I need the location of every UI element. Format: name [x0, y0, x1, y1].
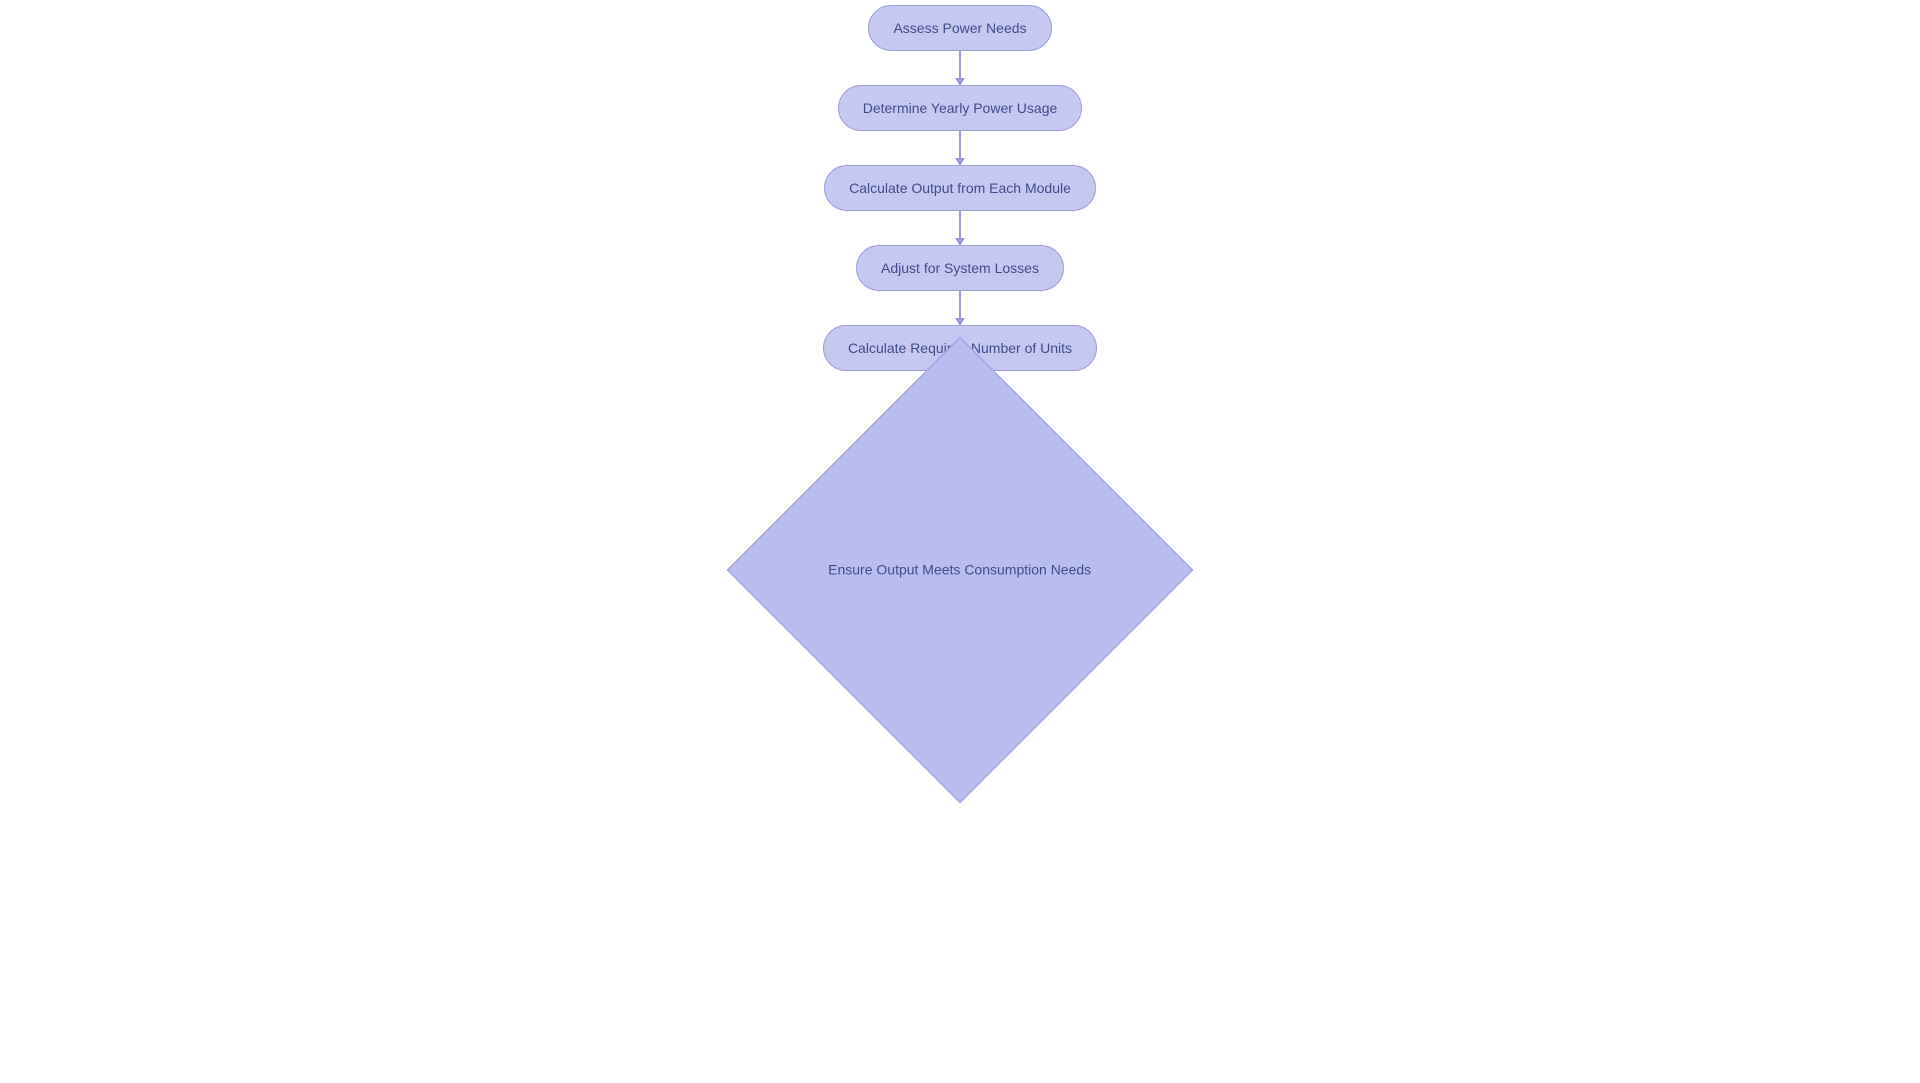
arrowhead-icon	[955, 238, 965, 246]
node-label: Ensure Output Meets Consumption Needs	[828, 562, 1091, 578]
connector-arrow	[959, 131, 961, 165]
node-adjust-losses: Adjust for System Losses	[856, 245, 1064, 291]
diamond-wrapper: Ensure Output Meets Consumption Needs	[795, 405, 1125, 735]
arrowhead-icon	[955, 318, 965, 326]
connector-arrow	[959, 211, 961, 245]
connector-arrow	[959, 291, 961, 325]
node-label: Calculate Output from Each Module	[849, 180, 1071, 196]
node-label: Adjust for System Losses	[881, 260, 1039, 276]
arrowhead-icon	[955, 78, 965, 86]
node-assess-power: Assess Power Needs	[868, 5, 1051, 51]
node-calculate-output: Calculate Output from Each Module	[824, 165, 1096, 211]
connector-arrow	[959, 51, 961, 85]
node-determine-usage: Determine Yearly Power Usage	[838, 85, 1083, 131]
flowchart-container: Assess Power Needs Determine Yearly Powe…	[790, 5, 1130, 735]
node-label: Assess Power Needs	[893, 20, 1026, 36]
node-label: Determine Yearly Power Usage	[863, 100, 1058, 116]
node-ensure-output: Ensure Output Meets Consumption Needs	[727, 337, 1194, 804]
arrowhead-icon	[955, 158, 965, 166]
